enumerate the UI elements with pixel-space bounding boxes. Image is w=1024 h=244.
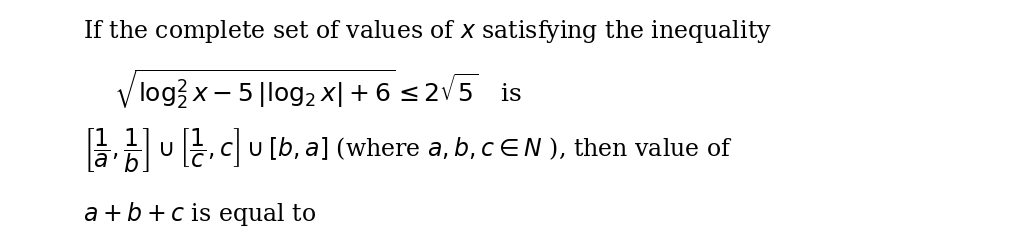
Text: $\left[\dfrac{1}{a},\dfrac{1}{b}\right] \cup \left[\dfrac{1}{c},c\right] \cup [b: $\left[\dfrac{1}{a},\dfrac{1}{b}\right] …	[83, 127, 733, 175]
Text: $a + b + c$ is equal to: $a + b + c$ is equal to	[83, 200, 316, 228]
Text: If the complete set of values of $x$ satisfying the inequality: If the complete set of values of $x$ sat…	[83, 18, 772, 45]
Text: $\sqrt{\log_2^2 x - 5\,|\log_2 x| + 6} \leq 2\sqrt{5}$   is: $\sqrt{\log_2^2 x - 5\,|\log_2 x| + 6} \…	[114, 68, 521, 112]
